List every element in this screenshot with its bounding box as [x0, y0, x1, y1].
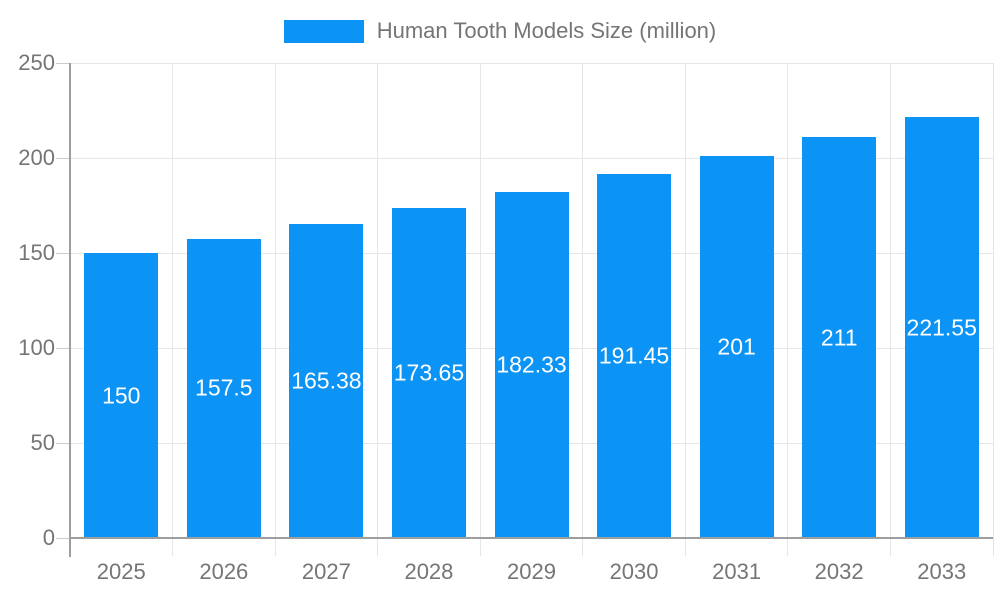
x-axis-label-2032: 2032 — [814, 559, 864, 584]
x-axis-label-2030: 2030 — [609, 559, 659, 584]
x-gridline — [787, 63, 789, 556]
bar-2028[interactable]: 173.65 — [391, 208, 466, 538]
bar-2031[interactable]: 201 — [699, 156, 774, 538]
bar-2029[interactable]: 182.33 — [494, 191, 569, 538]
x-axis-label-2028: 2028 — [404, 559, 454, 584]
x-gridline — [992, 63, 994, 556]
y-gridline — [70, 62, 993, 64]
x-gridline — [684, 63, 686, 556]
bar-value-label: 157.5 — [195, 374, 253, 401]
y-gridline — [70, 157, 993, 159]
y-axis-tick-label: 100 — [18, 335, 55, 360]
y-axis-line — [69, 63, 71, 557]
x-gridline — [479, 63, 481, 556]
x-gridline — [582, 63, 584, 556]
y-axis-tick — [56, 157, 70, 159]
y-axis-tick — [56, 347, 70, 349]
x-gridline — [377, 63, 379, 556]
x-axis-label-2026: 2026 — [199, 559, 249, 584]
bar-value-label: 221.55 — [906, 314, 977, 341]
bar-2027[interactable]: 165.38 — [289, 223, 364, 538]
bar-2025[interactable]: 150 — [84, 253, 159, 538]
bar-value-label: 173.65 — [393, 359, 465, 386]
x-axis-label-2031: 2031 — [712, 559, 762, 584]
bar-value-label: 191.45 — [598, 342, 670, 369]
bar-2030[interactable]: 191.45 — [597, 174, 672, 538]
y-axis-tick — [56, 62, 70, 64]
bar-2026[interactable]: 157.5 — [186, 238, 261, 538]
y-axis-tick-label: 150 — [18, 240, 55, 265]
chart-legend[interactable]: Human Tooth Models Size (million) — [0, 18, 1000, 44]
bar-value-label: 211 — [820, 324, 858, 351]
bar-2033[interactable]: 221.55 — [904, 117, 979, 538]
bar-2032[interactable]: 211 — [802, 137, 877, 538]
x-gridline — [172, 63, 174, 556]
legend-label: Human Tooth Models Size (million) — [376, 18, 717, 43]
y-axis-tick-label: 250 — [18, 50, 55, 75]
x-axis-label-2033: 2033 — [917, 559, 967, 584]
x-axis-label-2025: 2025 — [96, 559, 146, 584]
y-axis-tick — [56, 537, 70, 539]
y-axis-tick-label: 200 — [18, 145, 55, 170]
y-axis-tick — [56, 252, 70, 254]
bar-value-label: 182.33 — [496, 351, 567, 378]
bar-value-label: 165.38 — [291, 367, 362, 394]
x-gridline — [889, 63, 891, 556]
y-axis-tick-label: 50 — [30, 430, 55, 455]
y-axis-tick — [56, 442, 70, 444]
bar-value-label: 201 — [717, 333, 756, 360]
x-axis-label-2029: 2029 — [507, 559, 556, 584]
x-gridline — [274, 63, 276, 556]
y-axis-tick-label: 0 — [42, 525, 55, 550]
x-axis-label-2027: 2027 — [301, 559, 351, 584]
bar-value-label: 150 — [102, 382, 141, 408]
legend-swatch — [283, 19, 364, 43]
x-axis-line — [70, 537, 993, 539]
